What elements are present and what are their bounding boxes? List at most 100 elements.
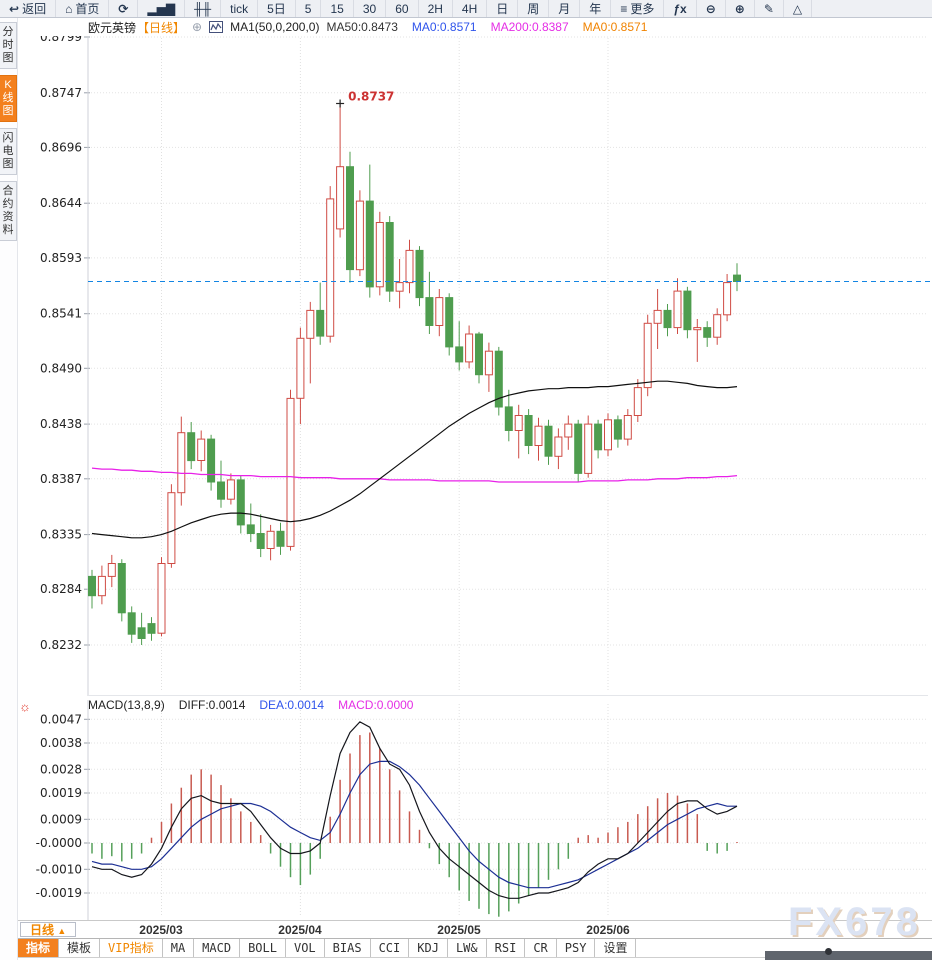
toolbar-button-日[interactable]: 日	[487, 0, 519, 17]
shape-button[interactable]: △	[784, 0, 813, 17]
indicator-tabs-row: 指标 模板 VIP指标 MA MACD BOLL VOL BIAS CCI KDJ LW& RSI CR…	[18, 938, 932, 958]
refresh-icon: ⟳	[118, 1, 129, 16]
zoom-out-icon: ⊖	[705, 1, 716, 16]
period-selector-button[interactable]: 日线 ▲	[20, 922, 77, 937]
ma-settings-label: MA1(50,0,200,0)	[230, 20, 320, 34]
toolbar-label: 15	[330, 1, 344, 16]
zoom-in-icon: ⊕	[734, 1, 745, 16]
zoom-in-button[interactable]: ⊕	[726, 0, 755, 17]
xaxis-month-label: 2025/05	[437, 923, 481, 937]
sidebar-item-闪电图[interactable]: 闪 电 图	[0, 128, 17, 175]
toolbar-button-4H[interactable]: 4H	[453, 0, 488, 17]
triangle-up-icon: ▲	[57, 926, 67, 936]
expand-icon[interactable]: ⊕	[192, 20, 203, 34]
toolbar-label: 月	[558, 2, 571, 16]
toolbar-button-周[interactable]: 周	[518, 0, 550, 17]
tab-MACD[interactable]: MACD	[194, 939, 241, 957]
tab-指标[interactable]: 指标	[18, 939, 60, 957]
menu-button[interactable]: ≡ 更多	[611, 0, 665, 17]
refresh-button[interactable]: ⟳	[109, 0, 139, 17]
toolbar-label: 周	[527, 2, 540, 16]
sidebar-item-K线图[interactable]: K 线 图	[0, 75, 17, 122]
svg-text:0.8335: 0.8335	[40, 528, 82, 542]
svg-text:0.8541: 0.8541	[40, 307, 82, 321]
fx-button[interactable]: ƒx	[664, 0, 697, 17]
toolbar-label: tick	[230, 1, 249, 16]
fx-icon: ƒx	[673, 1, 687, 16]
toolbar-button-30[interactable]: 30	[354, 0, 387, 17]
tab-BIAS[interactable]: BIAS	[325, 939, 371, 957]
svg-text:0.8593: 0.8593	[40, 251, 82, 265]
svg-text:0.8737: 0.8737	[348, 90, 394, 104]
toolbar-button-5日[interactable]: 5日	[258, 0, 296, 17]
tab-MA[interactable]: MA	[163, 939, 195, 957]
toolbar-button-5[interactable]: 5	[296, 0, 322, 17]
zoom-out-button[interactable]: ⊖	[697, 0, 726, 17]
svg-text:0.0009: 0.0009	[40, 812, 82, 826]
ma-value: MA200:0.8387	[490, 20, 569, 34]
toolbar-label: 首页	[75, 2, 100, 16]
toolbar-label: 5	[304, 1, 312, 16]
sidebar-item-分时图[interactable]: 分 时 图	[0, 22, 17, 69]
macd-header: MACD(13,8,9) DIFF:0.0014 DEA:0.0014 MACD:0…	[88, 698, 413, 712]
toolbar-button-2H[interactable]: 2H	[419, 0, 453, 17]
sidebar-item-合约资料[interactable]: 合 约 资 料	[0, 181, 17, 241]
toolbar: ↩ 返回 ⌂ 首页 ⟳ ▂▅▇ ╫╫ tick 5日 5 15 30 60 2H 4H 日周月年 ≡ 更多 ƒx ⊖ ⊕…	[0, 0, 932, 18]
svg-text:0.0047: 0.0047	[40, 712, 82, 726]
svg-text:0.8387: 0.8387	[40, 472, 82, 486]
ma-value: MA0:0.8571	[411, 20, 477, 34]
tab-KDJ[interactable]: KDJ	[409, 939, 448, 957]
pencil-button[interactable]: ✎	[755, 0, 784, 17]
svg-text:0.8747: 0.8747	[40, 86, 82, 100]
macd-indicator-chart[interactable]: 0.0047 0.0038 0.0028 0.0019 0.0009 -0.0000 -0.…	[18, 700, 932, 920]
mini-chart-icon[interactable]	[209, 21, 224, 33]
ma-value: MA50:0.8473	[326, 20, 398, 34]
tab-RSI[interactable]: RSI	[487, 939, 526, 957]
tab-CCI[interactable]: CCI	[371, 939, 410, 957]
macd-value: DEA:0.0014	[259, 698, 325, 712]
toolbar-label: 返回	[22, 2, 47, 16]
indicator-settings-sun-icon[interactable]: ☼	[19, 699, 31, 714]
tab-设置[interactable]: 设置	[595, 939, 637, 957]
back-button[interactable]: ↩ 返回	[0, 0, 57, 17]
toolbar-button-15[interactable]: 15	[321, 0, 354, 17]
period-tag: 【日线】	[137, 20, 186, 35]
svg-text:0.8438: 0.8438	[40, 417, 82, 431]
tab-CR[interactable]: CR	[525, 939, 557, 957]
ma-values: MA50:0.8473 MA0:0.8571 MA200:0.8387 MA0:0.8…	[326, 20, 647, 34]
tab-VOL[interactable]: VOL	[286, 939, 325, 957]
tab-PSY[interactable]: PSY	[557, 939, 596, 957]
home-icon: ⌂	[65, 1, 73, 16]
svg-text:0.8284: 0.8284	[40, 582, 82, 596]
sidebar: 分 时 图 K 线 图闪 电 图合 约 资 料	[0, 18, 18, 960]
candles-icon: ╫╫	[194, 1, 212, 16]
tab-LW&[interactable]: LW&	[448, 939, 487, 957]
svg-text:0.0019: 0.0019	[40, 786, 82, 800]
toolbar-label: 4H	[461, 1, 478, 16]
xaxis-month-label: 2025/06	[586, 923, 630, 937]
ma-value: MA0:0.8571	[582, 20, 648, 34]
candles-button[interactable]: ╫╫	[185, 0, 222, 17]
toolbar-button-月[interactable]: 月	[549, 0, 581, 17]
tab-BOLL[interactable]: BOLL	[240, 939, 286, 957]
toolbar-label: 年	[589, 2, 602, 16]
toolbar-button-年[interactable]: 年	[580, 0, 612, 17]
tab-模板[interactable]: 模板	[59, 939, 101, 957]
chart-header: 欧元英镑 【日线】 ⊕ MA1(50,0,200,0) MA50:0.8473 M…	[88, 19, 647, 35]
xaxis-row: 日线 ▲ 2025/03 2025/04 2025/05 2025/06	[0, 920, 932, 938]
toolbar-button-60[interactable]: 60	[386, 0, 419, 17]
toolbar-label: 60	[395, 1, 409, 16]
scrollbar-knob-icon[interactable]	[825, 948, 832, 955]
symbol-title: 欧元英镑	[88, 20, 137, 35]
home-button[interactable]: ⌂ 首页	[56, 0, 110, 17]
tab-VIP指标[interactable]: VIP指标	[100, 939, 163, 957]
svg-text:0.0028: 0.0028	[40, 762, 82, 776]
toolbar-button-tick[interactable]: tick	[221, 0, 259, 17]
macd-values: DIFF:0.0014 DEA:0.0014 MACD:0.0000	[179, 698, 414, 712]
bar-chart-icon: ▂▅▇	[147, 1, 176, 16]
bar-chart-button[interactable]: ▂▅▇	[138, 0, 186, 17]
eurgbp-candlestick-chart[interactable]: 0.8799 0.8747 0.8696 0.8644 0.8593 0.8541 0.84…	[18, 36, 932, 696]
horizontal-scrollbar[interactable]	[765, 948, 932, 960]
toolbar-label: 30	[362, 1, 377, 16]
svg-text:0.8799: 0.8799	[40, 36, 82, 44]
